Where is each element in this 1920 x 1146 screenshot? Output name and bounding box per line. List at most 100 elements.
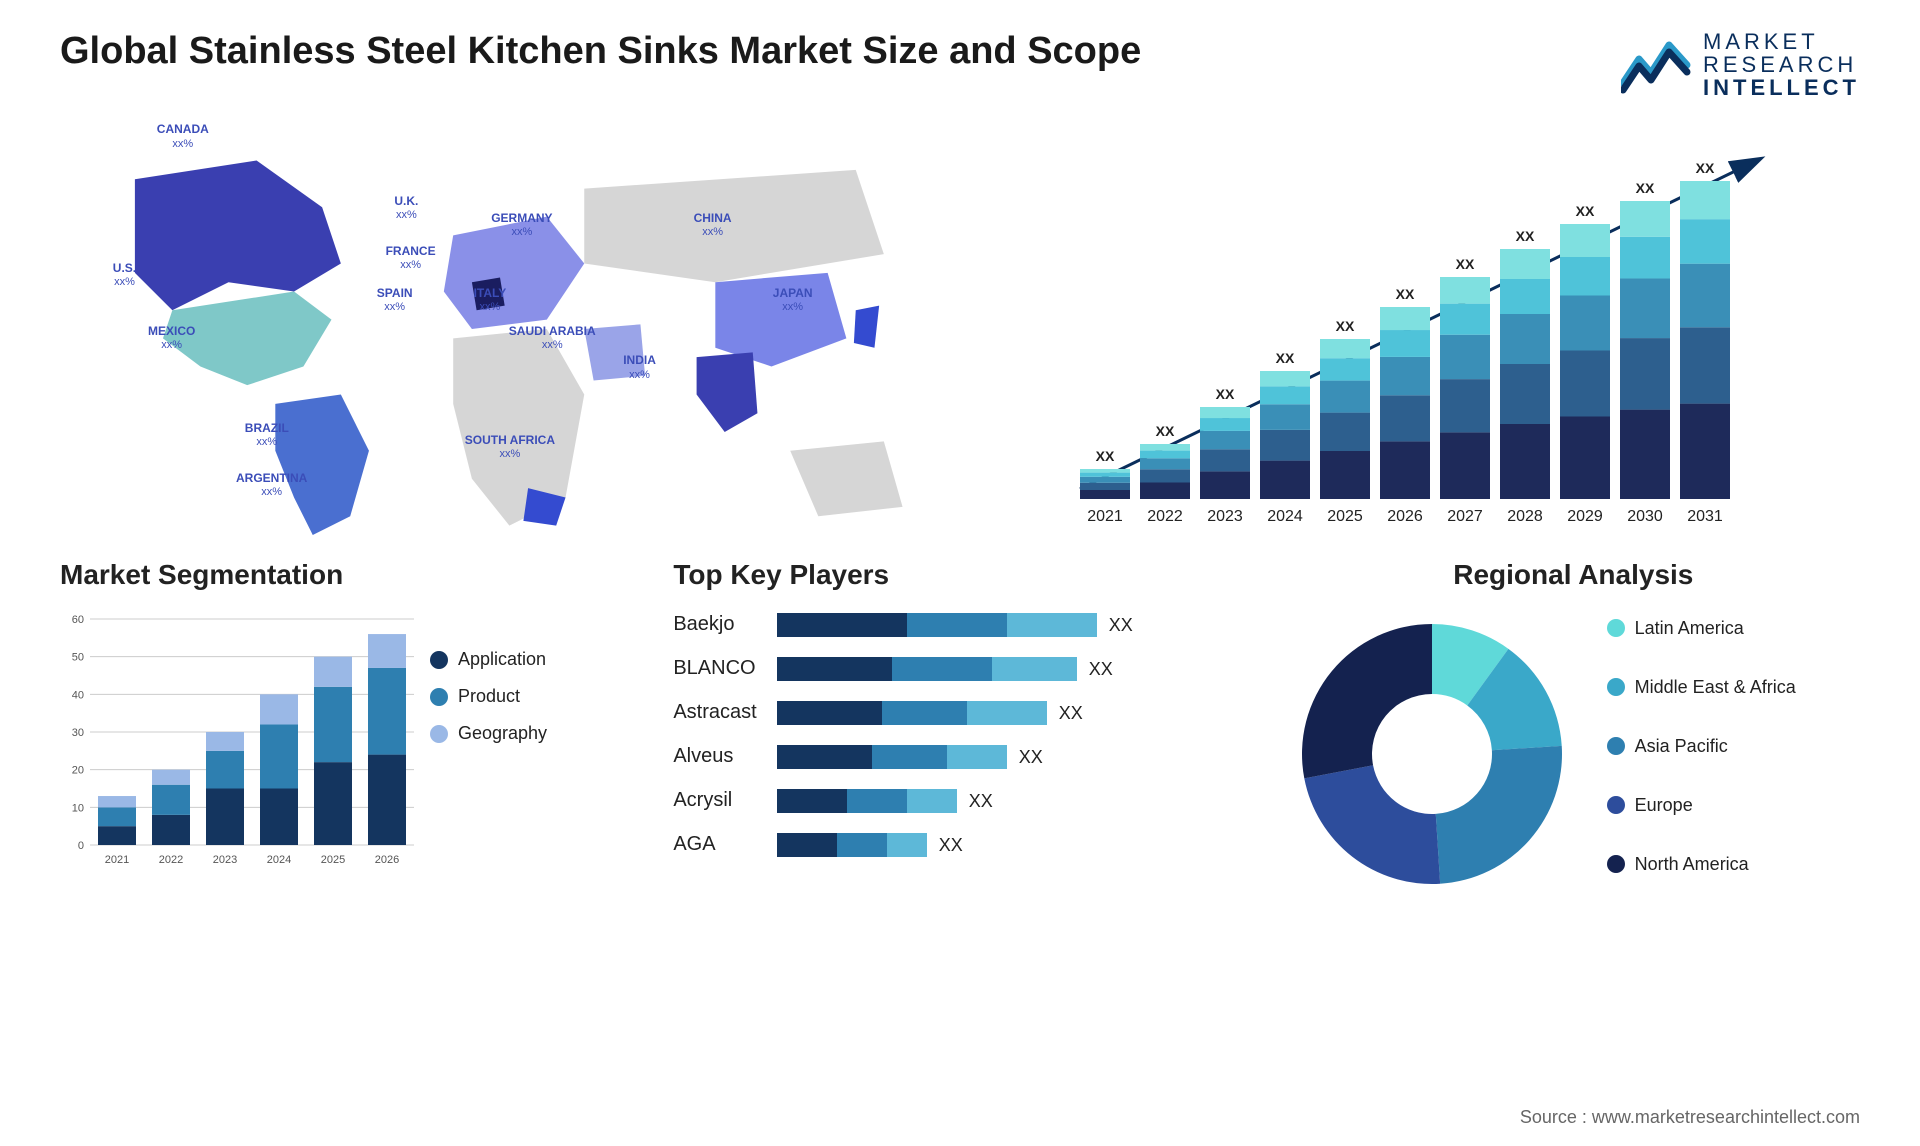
players-labels: BaekjoBLANCOAstracastAlveusAcrysilAGA [673, 609, 756, 857]
seg-bar-seg [368, 668, 406, 755]
seg-bar-seg [368, 755, 406, 845]
growth-bar-seg [1500, 249, 1550, 279]
players-title: Top Key Players [673, 559, 1246, 591]
growth-bar-seg [1560, 351, 1610, 417]
growth-bar-seg [1620, 279, 1670, 339]
growth-bar-seg [1440, 379, 1490, 432]
seg-xtick: 2024 [267, 854, 291, 866]
legend-swatch [430, 725, 448, 743]
map-label: BRAZILxx% [245, 422, 289, 448]
growth-bar-seg [1500, 364, 1550, 424]
legend-swatch [1607, 855, 1625, 873]
player-name: Baekjo [673, 613, 756, 637]
player-bar-row: XX [777, 657, 1247, 681]
seg-bar-seg [206, 789, 244, 846]
player-bar-seg [872, 745, 947, 769]
map-region-jp [854, 306, 879, 348]
seg-bar-seg [206, 751, 244, 789]
seg-bar-seg [260, 695, 298, 725]
legend-label: Asia Pacific [1635, 736, 1728, 757]
growth-bar-seg [1320, 358, 1370, 380]
growth-bar-seg [1380, 357, 1430, 395]
growth-axis-year: 2026 [1387, 508, 1423, 525]
player-bar-seg [777, 789, 847, 813]
player-bar-seg [837, 833, 887, 857]
legend-swatch [1607, 678, 1625, 696]
legend-swatch [430, 688, 448, 706]
growth-bar-value: XX [1516, 228, 1535, 244]
player-value: XX [969, 791, 993, 812]
growth-axis-year: 2031 [1687, 508, 1723, 525]
growth-bar-seg [1440, 433, 1490, 500]
growth-bar-seg [1200, 472, 1250, 500]
growth-bar-seg [1260, 405, 1310, 431]
growth-bar-seg [1320, 339, 1370, 358]
growth-bar-seg [1440, 335, 1490, 379]
player-bar-seg [992, 657, 1077, 681]
growth-axis-year: 2029 [1567, 508, 1603, 525]
player-bar [777, 613, 1097, 637]
player-bar-seg [777, 833, 837, 857]
map-label: CHINAxx% [694, 212, 732, 238]
growth-bar-seg [1320, 413, 1370, 451]
legend-swatch [1607, 796, 1625, 814]
growth-bar-seg [1620, 410, 1670, 499]
growth-bar-seg [1380, 396, 1430, 442]
growth-bar-seg [1140, 459, 1190, 470]
regional-legend: Latin AmericaMiddle East & AfricaAsia Pa… [1607, 618, 1796, 891]
player-bar-row: XX [777, 745, 1247, 769]
page-title: Global Stainless Steel Kitchen Sinks Mar… [60, 30, 1141, 73]
legend-swatch [430, 651, 448, 669]
players-bars: XXXXXXXXXXXX [777, 609, 1247, 857]
brand-logo: MARKET RESEARCH INTELLECT [1621, 30, 1860, 99]
growth-bar-seg [1440, 304, 1490, 335]
growth-bar-seg [1320, 451, 1370, 499]
growth-bar-seg [1140, 451, 1190, 459]
player-bar-seg [882, 701, 967, 725]
growth-axis-year: 2021 [1087, 508, 1123, 525]
regional-legend-item: Asia Pacific [1607, 736, 1796, 757]
map-label: SAUDI ARABIAxx% [509, 325, 596, 351]
seg-legend-item: Geography [430, 723, 547, 744]
growth-bar-value: XX [1696, 160, 1715, 176]
player-bar-seg [887, 833, 927, 857]
growth-axis-year: 2030 [1627, 508, 1663, 525]
player-value: XX [939, 835, 963, 856]
logo-text-1: MARKET [1703, 30, 1860, 53]
growth-bar-value: XX [1156, 423, 1175, 439]
growth-bar-seg [1380, 330, 1430, 357]
player-value: XX [1089, 659, 1113, 680]
growth-bar-seg [1620, 338, 1670, 410]
growth-bar-seg [1440, 277, 1490, 304]
seg-bar-seg [98, 826, 136, 845]
legend-label: Application [458, 649, 546, 670]
growth-bar-seg [1680, 264, 1730, 328]
player-bar-seg [947, 745, 1007, 769]
seg-bar-seg [98, 808, 136, 827]
regional-legend-item: Middle East & Africa [1607, 677, 1796, 698]
growth-bar-seg [1200, 407, 1250, 418]
growth-bar-seg [1500, 314, 1550, 364]
growth-bar-seg [1080, 477, 1130, 483]
seg-xtick: 2023 [213, 854, 237, 866]
map-label: FRANCExx% [386, 245, 436, 271]
growth-axis-year: 2025 [1327, 508, 1363, 525]
growth-bar-seg [1140, 470, 1190, 483]
seg-ytick: 60 [72, 614, 84, 626]
regional-legend-item: Europe [1607, 795, 1796, 816]
legend-swatch [1607, 619, 1625, 637]
player-value: XX [1109, 615, 1133, 636]
growth-bar-seg [1200, 431, 1250, 449]
map-label: JAPANxx% [773, 287, 813, 313]
seg-bar-seg [314, 687, 352, 762]
legend-label: Geography [458, 723, 547, 744]
seg-bar-seg [152, 785, 190, 815]
growth-bar-value: XX [1216, 386, 1235, 402]
regional-title: Regional Analysis [1287, 559, 1860, 591]
map-label: U.S.xx% [113, 262, 136, 288]
segmentation-panel: Market Segmentation 01020304050602021202… [60, 559, 633, 899]
seg-ytick: 10 [72, 803, 84, 815]
player-bar [777, 745, 1007, 769]
map-region-au [790, 442, 902, 517]
seg-bar-seg [314, 657, 352, 687]
